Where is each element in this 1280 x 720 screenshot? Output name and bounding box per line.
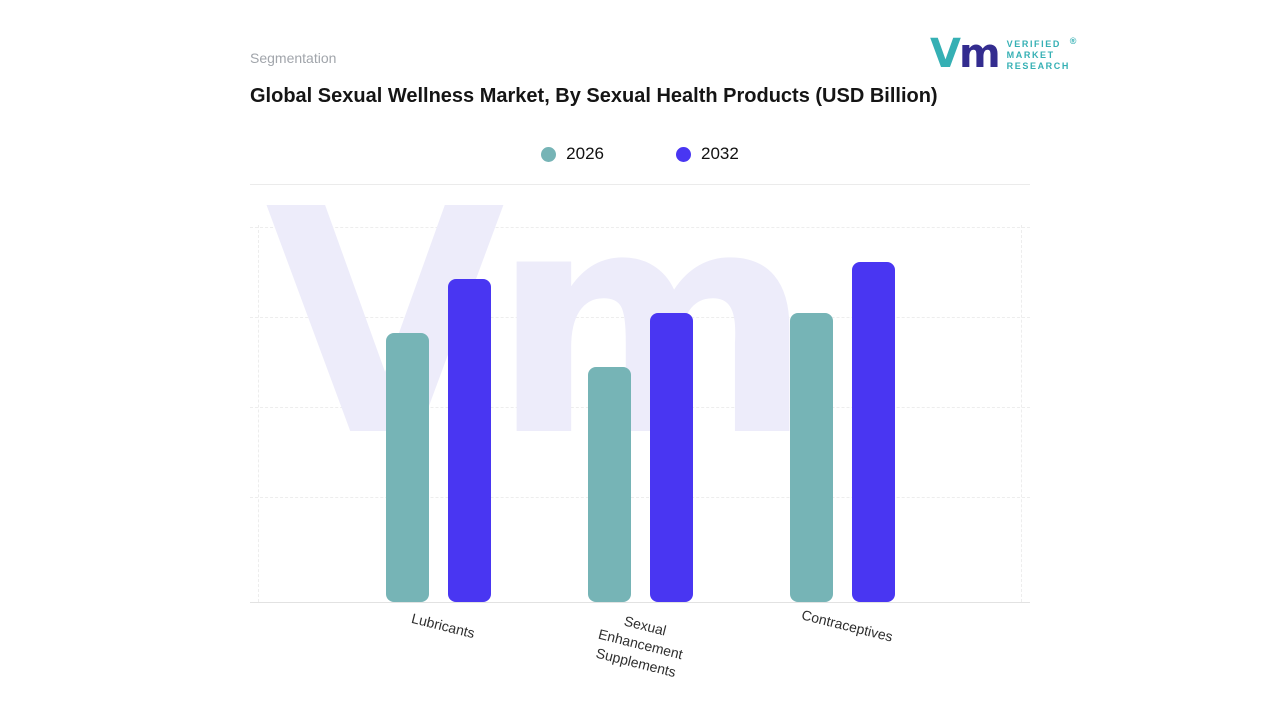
bar-2032-lubricants: [447, 279, 491, 602]
chart-title: Global Sexual Wellness Market, By Sexual…: [250, 85, 938, 107]
category-labels: Lubricants Sexual Enhancement Supplement…: [250, 607, 1030, 681]
registered-mark: ®: [1069, 36, 1078, 46]
gridline: [1021, 225, 1022, 602]
logo-line-market: MARKET: [1006, 50, 1055, 60]
bar-2026-contraceptives: [789, 313, 833, 602]
legend-item-2032: 2032: [676, 144, 739, 164]
gridline: [258, 225, 259, 602]
bar-group-contraceptives: [789, 262, 895, 602]
bar-2032-sexual-enhancement-supplements: [649, 313, 693, 602]
category-slot: Sexual Enhancement Supplements: [588, 613, 693, 680]
bar-groups: [250, 225, 1030, 602]
logo-mark-m: m: [958, 31, 1001, 77]
category-label-lubricants: Lubricants: [409, 610, 476, 642]
category-slot: Lubricants: [386, 610, 491, 673]
vmr-watermark: Vm: [265, 144, 814, 505]
category-label-sexual-enhancement-supplements: Sexual Enhancement Supplements: [593, 612, 684, 681]
logo-line-verified: VERIFIED: [1006, 39, 1061, 49]
legend-dot-2026-icon: [541, 146, 557, 162]
gridline: [250, 497, 1030, 498]
vmr-logo-text: VERIFIED MARKET RESEARCH ®: [1006, 36, 1077, 72]
bar-group-sexual-enhancement-supplements: [587, 313, 693, 602]
gridline: [250, 407, 1030, 408]
legend-label-2026: 2026: [566, 144, 604, 163]
bar-2026-sexual-enhancement-supplements: [587, 367, 631, 602]
chart-legend: 2026 2032: [250, 144, 1030, 164]
vmr-logo: Vm VERIFIED MARKET RESEARCH ®: [930, 34, 1077, 74]
legend-item-2026: 2026: [541, 144, 604, 164]
plot-area: Vm: [250, 170, 1030, 603]
gridline: [250, 317, 1030, 318]
logo-line-research: RESEARCH: [1006, 61, 1070, 71]
logo-mark-v: V: [930, 31, 961, 77]
vmr-logo-mark-icon: Vm: [930, 34, 1001, 74]
bar-2032-contraceptives: [851, 262, 895, 602]
bar-group-lubricants: [385, 279, 491, 602]
category-slot: Contraceptives: [790, 607, 895, 673]
segmentation-label: Segmentation: [250, 50, 337, 66]
gridline: [250, 227, 1030, 228]
bar-2026-lubricants: [385, 333, 429, 602]
legend-dot-2032-icon: [676, 146, 691, 162]
header-divider: [250, 184, 1030, 185]
category-label-contraceptives: Contraceptives: [799, 606, 894, 645]
legend-label-2032: 2032: [701, 144, 739, 163]
